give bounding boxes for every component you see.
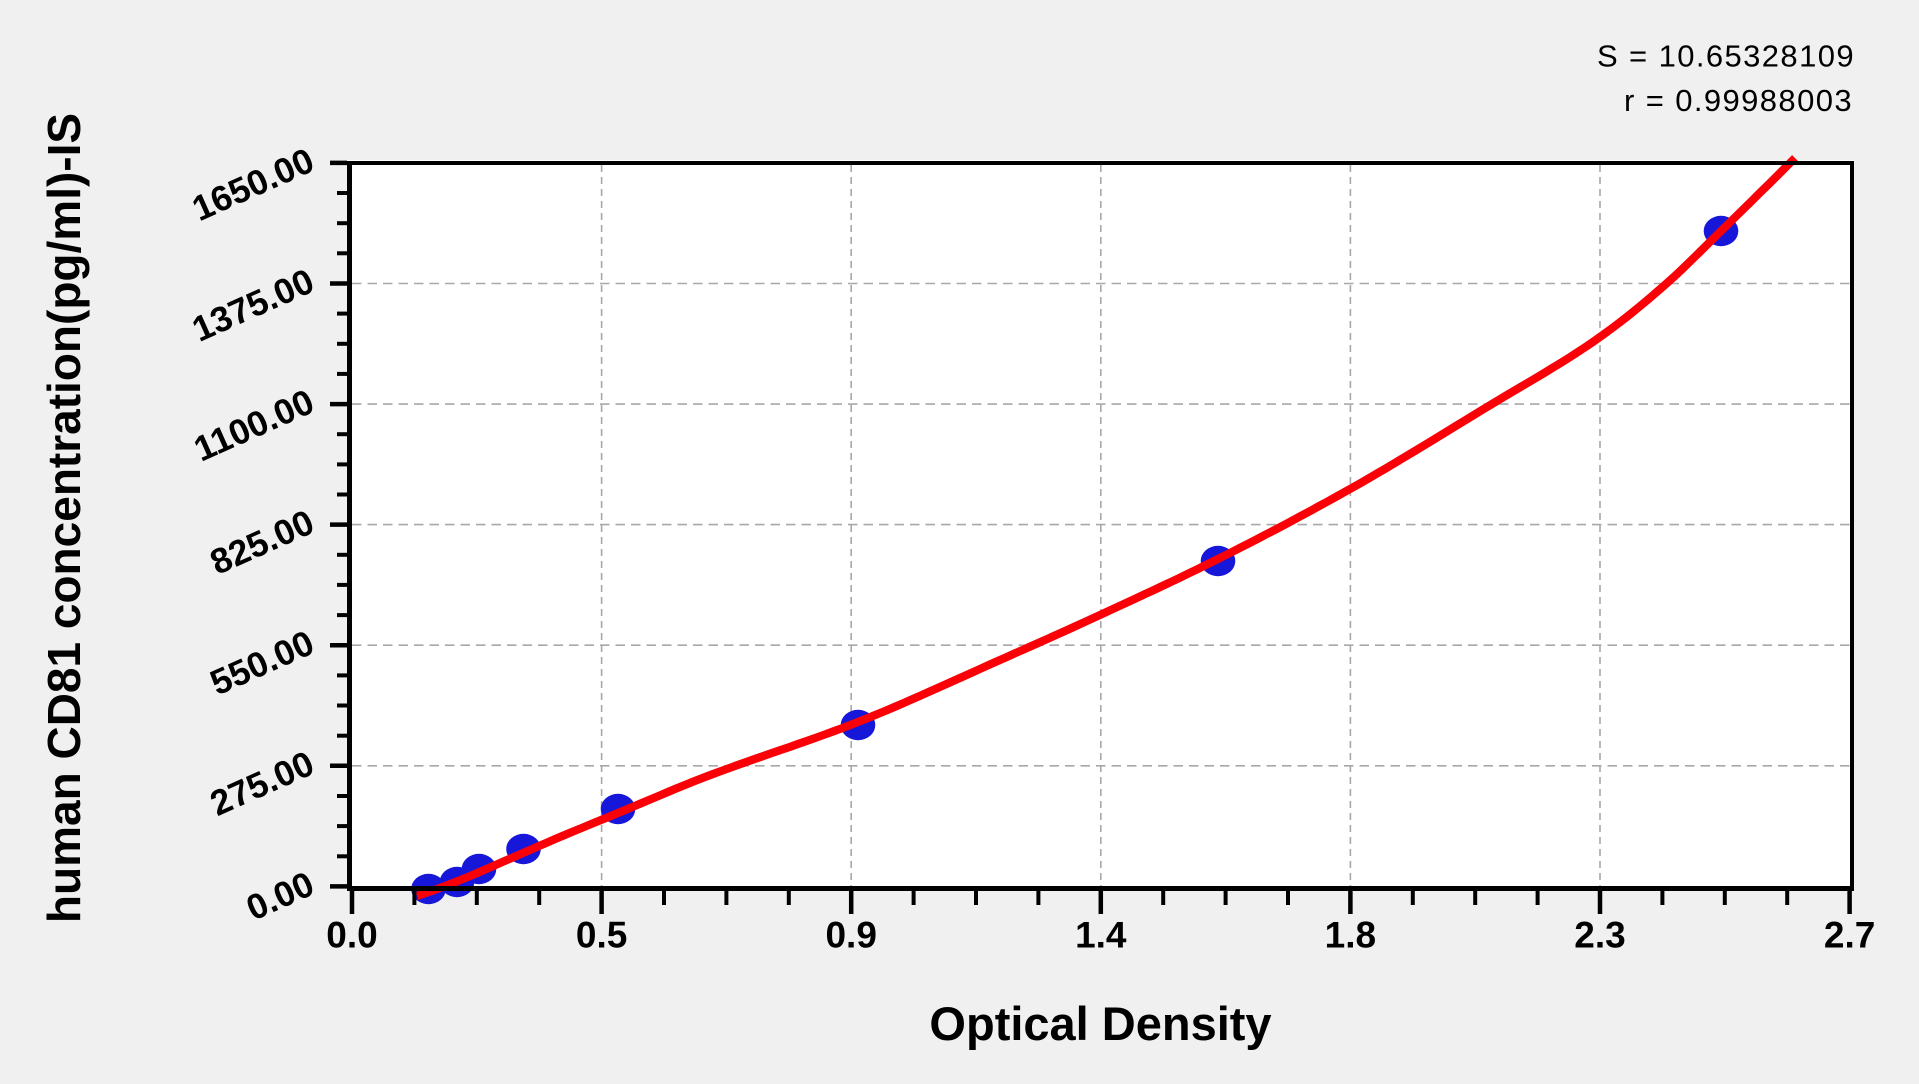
svg-text:0.5: 0.5 <box>576 915 627 956</box>
svg-text:Optical Density: Optical Density <box>929 997 1271 1050</box>
svg-text:1.4: 1.4 <box>1075 915 1127 956</box>
svg-text:r = 0.99988003: r = 0.99988003 <box>1624 83 1853 118</box>
svg-text:2.3: 2.3 <box>1574 915 1625 956</box>
svg-text:S = 10.65328109: S = 10.65328109 <box>1597 39 1855 74</box>
svg-text:1.8: 1.8 <box>1325 915 1376 956</box>
svg-text:0.9: 0.9 <box>825 915 876 956</box>
svg-text:0.0: 0.0 <box>326 915 377 956</box>
svg-text:2.7: 2.7 <box>1824 915 1875 956</box>
svg-text:human CD81 concentration(pg/ml: human CD81 concentration(pg/ml)-IS <box>38 113 90 923</box>
